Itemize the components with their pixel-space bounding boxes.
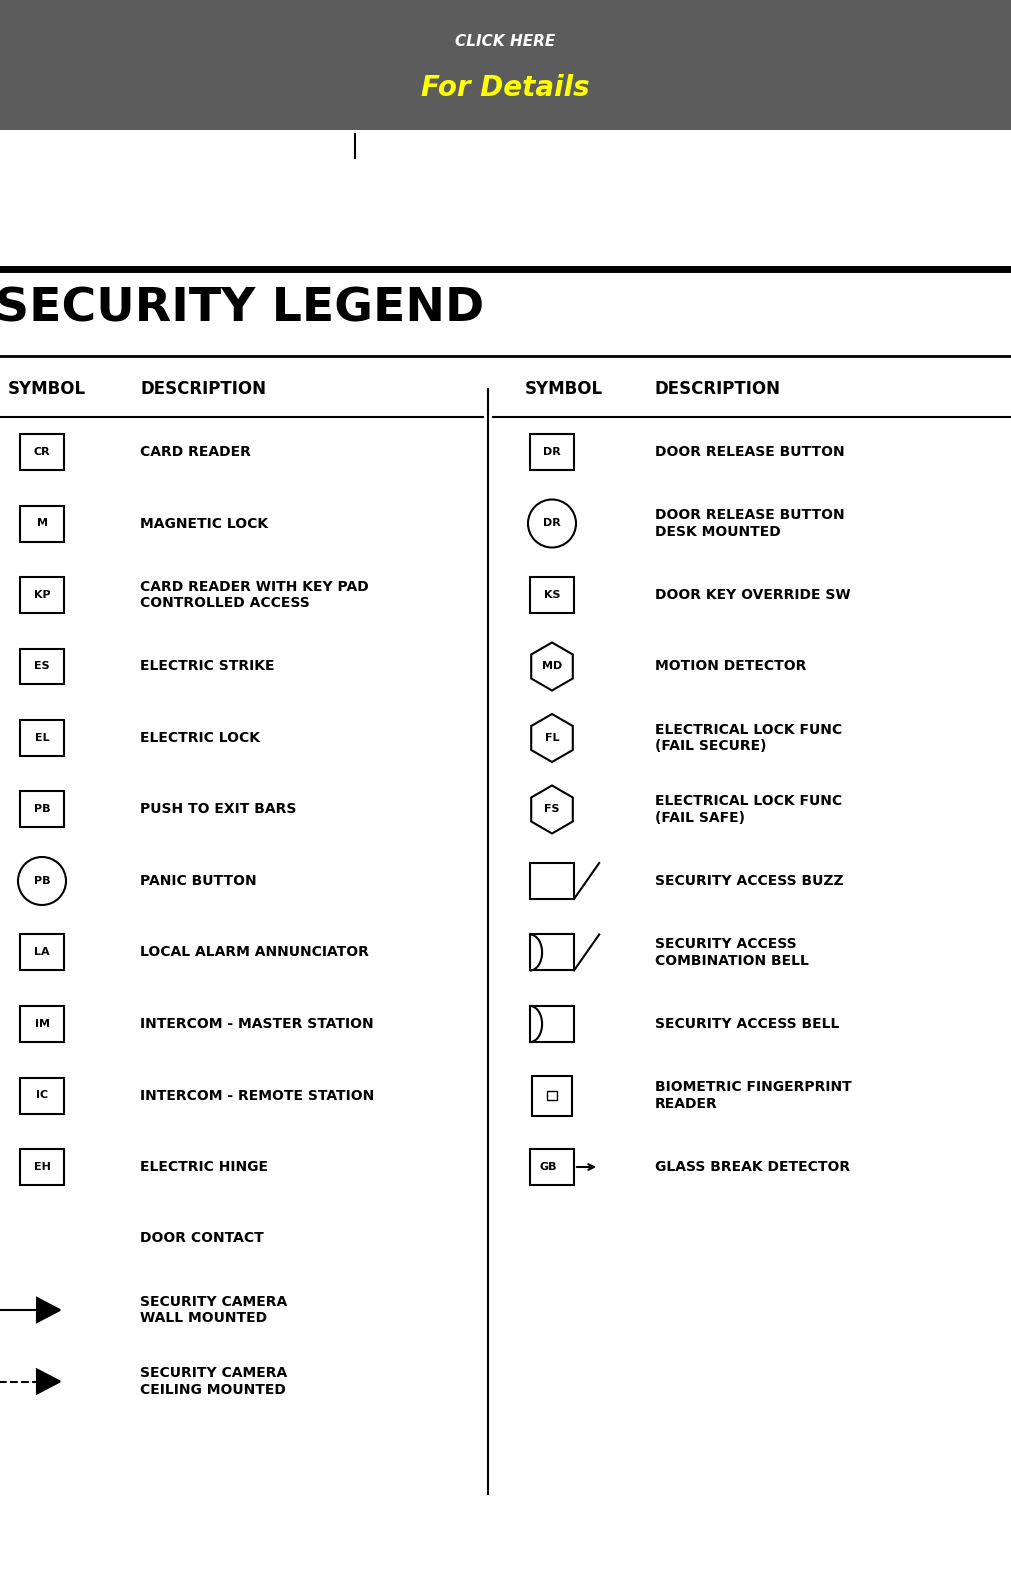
Text: CARD READER WITH KEY PAD
CONTROLLED ACCESS: CARD READER WITH KEY PAD CONTROLLED ACCE…: [140, 579, 369, 611]
Bar: [20, 935, 64, 971]
Circle shape: [18, 856, 66, 905]
Text: SECURITY ACCESS BUZZ: SECURITY ACCESS BUZZ: [655, 874, 843, 888]
Text: ELECTRICAL LOCK FUNC
(FAIL SAFE): ELECTRICAL LOCK FUNC (FAIL SAFE): [655, 795, 842, 825]
Text: SYMBOL: SYMBOL: [525, 379, 604, 398]
Text: PB: PB: [33, 804, 51, 814]
Bar: [20, 505, 64, 541]
Text: PB: PB: [33, 877, 51, 886]
Bar: [530, 1149, 574, 1185]
Text: SECURITY ACCESS
COMBINATION BELL: SECURITY ACCESS COMBINATION BELL: [655, 937, 809, 968]
Text: SECURITY LEGEND: SECURITY LEGEND: [0, 286, 484, 332]
Text: ELECTRIC LOCK: ELECTRIC LOCK: [140, 730, 260, 745]
Polygon shape: [531, 642, 573, 691]
Text: DOOR RELEASE BUTTON: DOOR RELEASE BUTTON: [655, 445, 844, 460]
Text: MAGNETIC LOCK: MAGNETIC LOCK: [140, 516, 268, 530]
Text: KS: KS: [544, 590, 560, 600]
Text: MD: MD: [542, 661, 562, 672]
Bar: [0, 0, 1011, 131]
Text: SECURITY CAMERA
CEILING MOUNTED: SECURITY CAMERA CEILING MOUNTED: [140, 1366, 287, 1396]
Polygon shape: [531, 785, 573, 834]
Text: ELECTRIC STRIKE: ELECTRIC STRIKE: [140, 660, 275, 674]
Text: DOOR KEY OVERRIDE SW: DOOR KEY OVERRIDE SW: [655, 589, 850, 601]
Text: PANIC BUTTON: PANIC BUTTON: [140, 874, 257, 888]
Bar: [20, 719, 64, 756]
Circle shape: [528, 499, 576, 548]
Text: BIOMETRIC FINGERPRINT
READER: BIOMETRIC FINGERPRINT READER: [655, 1080, 851, 1111]
Text: CR: CR: [33, 447, 51, 456]
Text: For Details: For Details: [422, 74, 589, 102]
Text: DESCRIPTION: DESCRIPTION: [655, 379, 782, 398]
Text: FS: FS: [544, 804, 560, 814]
Bar: [20, 1006, 64, 1042]
Text: KP: KP: [33, 590, 51, 600]
Text: ES: ES: [34, 661, 50, 672]
Text: CLICK HERE: CLICK HERE: [455, 35, 556, 49]
Text: SYMBOL: SYMBOL: [8, 379, 86, 398]
Text: DOOR CONTACT: DOOR CONTACT: [140, 1231, 264, 1245]
Text: M: M: [36, 518, 48, 529]
Text: ELECTRIC HINGE: ELECTRIC HINGE: [140, 1160, 268, 1174]
Text: PUSH TO EXIT BARS: PUSH TO EXIT BARS: [140, 803, 296, 817]
Bar: [530, 935, 574, 971]
Bar: [20, 648, 64, 685]
Text: EH: EH: [33, 1162, 51, 1173]
Bar: [530, 434, 574, 471]
Text: MOTION DETECTOR: MOTION DETECTOR: [655, 660, 807, 674]
Bar: [20, 1078, 64, 1113]
Bar: [530, 863, 574, 899]
Text: SECURITY ACCESS BELL: SECURITY ACCESS BELL: [655, 1017, 839, 1031]
Polygon shape: [531, 715, 573, 762]
Bar: [532, 1075, 572, 1116]
Text: INTERCOM - REMOTE STATION: INTERCOM - REMOTE STATION: [140, 1089, 374, 1102]
Text: IC: IC: [36, 1091, 49, 1100]
Text: ELECTRICAL LOCK FUNC
(FAIL SECURE): ELECTRICAL LOCK FUNC (FAIL SECURE): [655, 722, 842, 754]
Text: LOCAL ALARM ANNUNCIATOR: LOCAL ALARM ANNUNCIATOR: [140, 946, 369, 960]
Bar: [20, 792, 64, 828]
Text: DR: DR: [543, 447, 561, 456]
Text: LA: LA: [34, 948, 50, 957]
Text: GB: GB: [539, 1162, 557, 1173]
Text: IM: IM: [34, 1018, 50, 1029]
Polygon shape: [37, 1369, 60, 1393]
Text: DR: DR: [543, 518, 561, 529]
Text: DOOR RELEASE BUTTON
DESK MOUNTED: DOOR RELEASE BUTTON DESK MOUNTED: [655, 508, 844, 538]
Text: DESCRIPTION: DESCRIPTION: [140, 379, 266, 398]
Text: FL: FL: [545, 733, 559, 743]
Polygon shape: [37, 1299, 60, 1322]
Bar: [530, 1006, 574, 1042]
Bar: [20, 578, 64, 612]
Bar: [530, 578, 574, 612]
Text: GLASS BREAK DETECTOR: GLASS BREAK DETECTOR: [655, 1160, 850, 1174]
Bar: [20, 1149, 64, 1185]
Bar: [20, 434, 64, 471]
Text: INTERCOM - MASTER STATION: INTERCOM - MASTER STATION: [140, 1017, 374, 1031]
Text: SECURITY CAMERA
WALL MOUNTED: SECURITY CAMERA WALL MOUNTED: [140, 1295, 287, 1325]
Bar: [547, 1091, 557, 1100]
Text: EL: EL: [34, 733, 50, 743]
Text: CARD READER: CARD READER: [140, 445, 251, 460]
